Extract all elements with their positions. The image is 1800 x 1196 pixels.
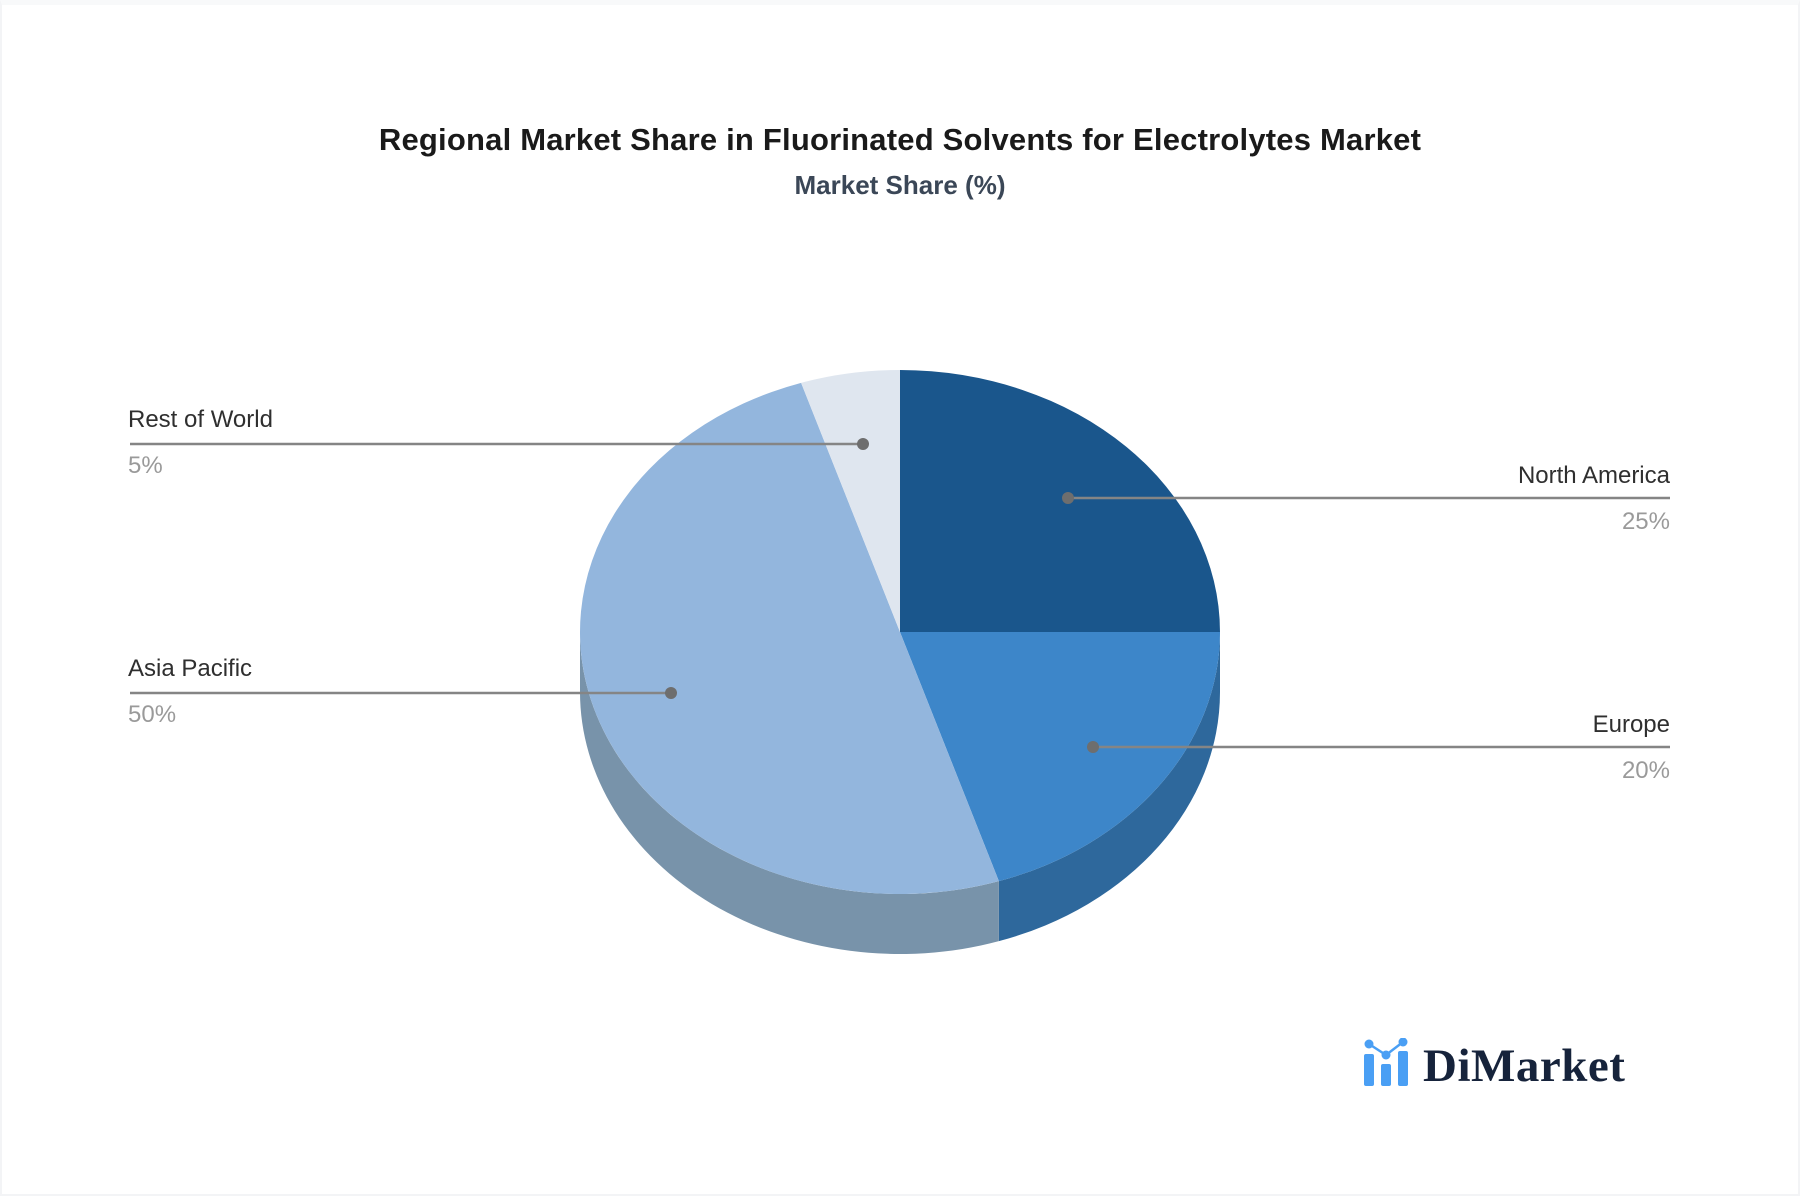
callout-value-europe-box: 20% <box>1270 757 1670 785</box>
callout-value-asia-pacific: 50% <box>128 701 177 728</box>
callout-value-rest-of-world-box: 5% <box>128 452 163 480</box>
pie-slice-europe[interactable] <box>900 632 1220 882</box>
leader-dot-europe <box>1087 741 1099 753</box>
leader-dot-asia-pacific <box>665 687 677 699</box>
callout-label-north-america: North America <box>1517 462 1670 489</box>
callout-rest-of-world: Rest of World <box>128 406 273 434</box>
callout-north-america: North America <box>1270 462 1670 490</box>
chart-title: Regional Market Share in Fluorinated Sol… <box>378 122 1422 157</box>
callout-value-rest-of-world: 5% <box>128 452 163 479</box>
leader-dot-north-america <box>1062 492 1074 504</box>
callout-value-europe: 20% <box>1621 757 1670 784</box>
chart-subtitle: Market Share (%) <box>794 170 1006 200</box>
callout-label-rest-of-world: Rest of World <box>128 406 273 433</box>
bar-chart-logo-icon <box>1364 1038 1408 1086</box>
callout-asia-pacific: Asia Pacific <box>128 655 252 683</box>
callout-label-europe: Europe <box>1592 711 1670 738</box>
callout-label-asia-pacific: Asia Pacific <box>128 655 253 682</box>
leader-lines-group <box>130 438 1670 753</box>
callout-value-north-america-box: 25% <box>1270 508 1670 536</box>
callout-europe: Europe <box>1270 711 1670 739</box>
callout-value-north-america: 25% <box>1621 508 1670 535</box>
pie-slice-side-asia-pacific <box>580 632 999 955</box>
brand-logo-text: DiMarket <box>1423 1040 1626 1093</box>
pie-slices-group <box>580 370 1220 955</box>
pie-slice-asia-pacific[interactable] <box>580 382 999 895</box>
callout-value-asia-pacific-box: 50% <box>128 701 176 729</box>
pie-slice-side-europe <box>998 632 1220 942</box>
leader-dot-rest-of-world <box>857 438 869 450</box>
pie-slice-rest-of-world[interactable] <box>801 370 900 632</box>
brand-logo: DiMarket <box>1362 1038 1626 1093</box>
pie-slice-north-america[interactable] <box>900 370 1220 632</box>
